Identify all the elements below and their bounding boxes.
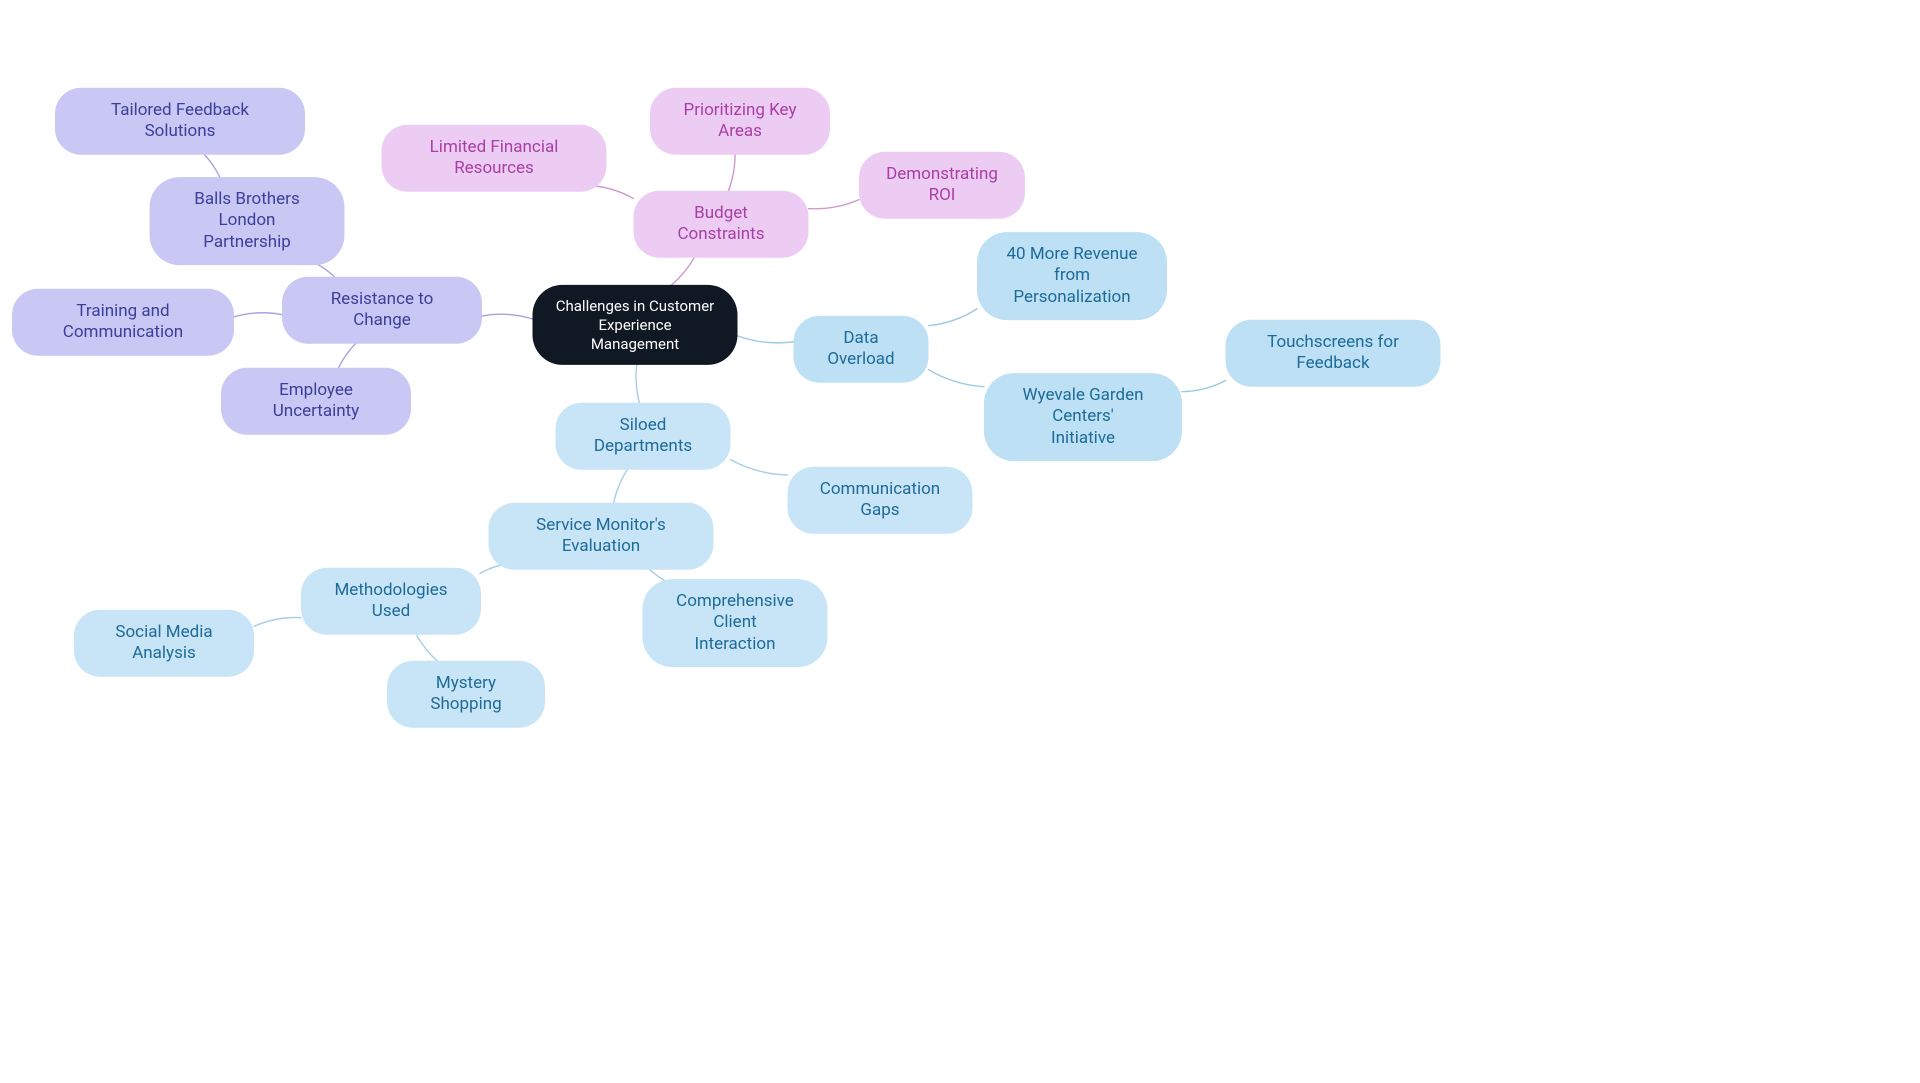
node-data: Data Overload (794, 316, 929, 383)
node-revenue: 40 More Revenue from Personalization (977, 232, 1167, 320)
node-prioritizing: Prioritizing Key Areas (650, 88, 830, 155)
node-mystery: Mystery Shopping (387, 661, 545, 728)
node-touch: Touchscreens for Feedback (1226, 320, 1441, 387)
edge (234, 313, 282, 317)
node-commgaps: Communication Gaps (788, 467, 973, 534)
node-resistance: Resistance to Change (282, 277, 482, 344)
edge (726, 149, 735, 197)
edge (613, 464, 632, 509)
node-limited: Limited Financial Resources (382, 125, 607, 192)
node-method: Methodologies Used (301, 568, 481, 635)
edge (929, 370, 985, 387)
edge (1182, 381, 1226, 392)
node-social: Social Media Analysis (74, 610, 254, 677)
edge (929, 309, 978, 326)
node-budget: Budget Constraints (634, 191, 809, 258)
node-compre: Comprehensive Client Interaction (643, 579, 828, 667)
node-uncertain: Employee Uncertainty (221, 368, 411, 435)
edge (731, 460, 788, 475)
mindmap-canvas: Challenges in Customer Experience Manage… (0, 0, 1920, 1083)
edge (589, 186, 634, 199)
node-tailored: Tailored Feedback Solutions (55, 88, 305, 155)
node-roi: Demonstrating ROI (859, 152, 1025, 219)
edge (809, 200, 860, 209)
edge (482, 314, 533, 319)
node-service: Service Monitor's Evaluation (489, 503, 714, 570)
edge (738, 336, 794, 343)
edge (254, 618, 301, 627)
node-center: Challenges in Customer Experience Manage… (533, 285, 738, 365)
node-wyevale: Wyevale Garden Centers' Initiative (984, 373, 1182, 461)
node-balls: Balls Brothers London Partnership (150, 177, 345, 265)
edge (636, 359, 641, 409)
node-training: Training and Communication (12, 289, 234, 356)
node-siloed: Siloed Departments (556, 403, 731, 470)
